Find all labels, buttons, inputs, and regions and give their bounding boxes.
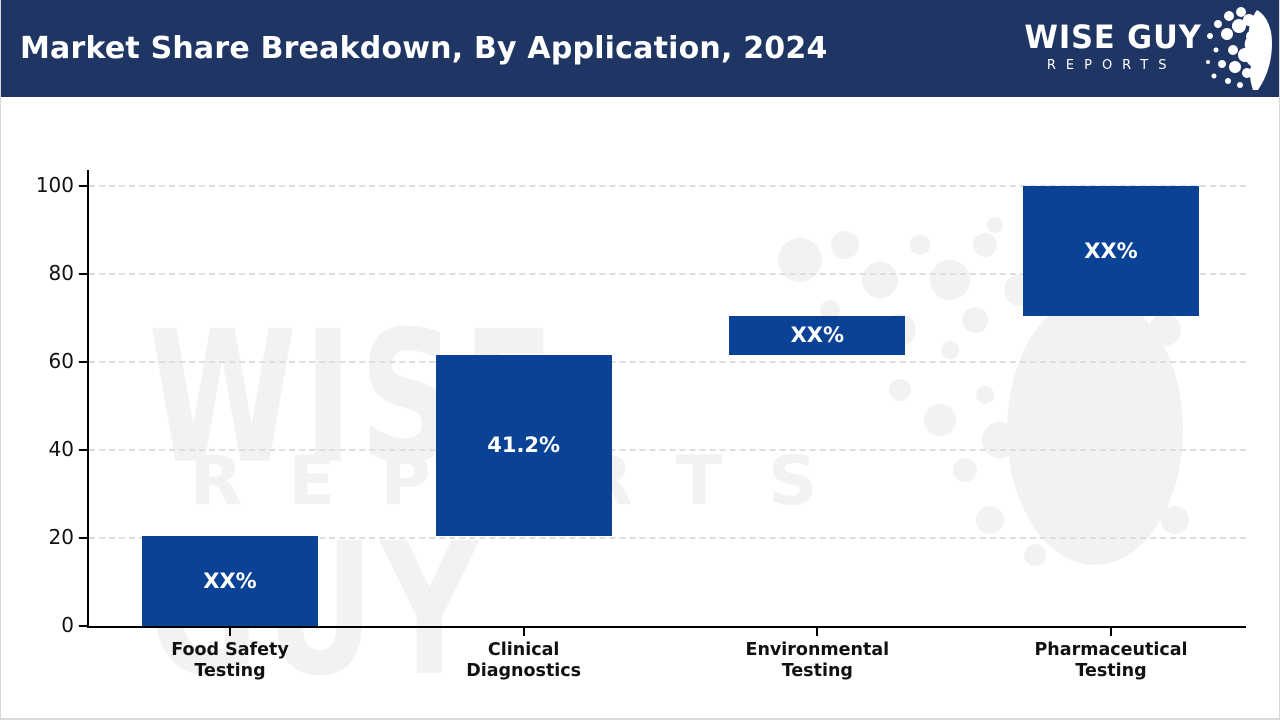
brand-logo-text: WISE GUY REPORTS [1015, 18, 1202, 73]
y-axis-tick [79, 273, 87, 275]
brand-logo: WISE GUY REPORTS [1020, 0, 1272, 97]
category-label-line: Environmental [745, 640, 890, 660]
category-label: Pharmaceutical Testing [991, 640, 1231, 682]
y-axis-tick-label: 0 [61, 613, 74, 637]
x-axis-tick [816, 628, 819, 636]
page-title: Market Share Breakdown, By Application, … [20, 31, 828, 66]
bar-value-label: XX% [203, 568, 257, 593]
category-label-line: Testing [194, 661, 266, 681]
bar-value-label: 41.2% [487, 433, 561, 458]
category-label-line: Pharmaceutical [1034, 640, 1188, 660]
y-axis-line [87, 170, 89, 628]
gridline [89, 449, 1246, 451]
y-axis-tick-label: 80 [48, 261, 74, 285]
bar: XX% [1023, 186, 1199, 317]
category-label-line: Food Safety [171, 640, 289, 660]
brand-subname: REPORTS [1046, 58, 1177, 73]
category-label-line: Testing [1075, 661, 1147, 681]
y-axis-tick-label: 60 [48, 349, 74, 373]
gridline [89, 537, 1246, 539]
y-axis-tick-label: 40 [48, 437, 74, 461]
y-axis-tick [79, 449, 87, 451]
category-label: Clinical Diagnostics [404, 640, 644, 682]
x-axis-tick [522, 628, 525, 636]
y-axis-tick [79, 537, 87, 539]
header-bar: Market Share Breakdown, By Application, … [0, 0, 1280, 97]
category-label-line: Diagnostics [466, 661, 582, 681]
x-axis-line [87, 626, 1246, 628]
y-axis-tick [79, 361, 87, 363]
gridline [89, 273, 1246, 275]
bar: XX% [142, 535, 318, 626]
bar-value-label: XX% [1084, 239, 1138, 264]
y-axis-tick [79, 185, 87, 187]
category-label-line: Clinical [487, 640, 560, 660]
bar: 41.2% [435, 354, 612, 536]
bar-value-label: XX% [790, 323, 845, 348]
brand-name: WISE GUY [1024, 18, 1202, 56]
x-axis-tick [229, 628, 231, 636]
y-axis-tick-label: 20 [48, 525, 74, 549]
gridline [89, 185, 1246, 187]
category-label: Environmental Testing [697, 640, 937, 682]
bar: XX% [729, 316, 906, 355]
y-axis-tick-label: 100 [35, 173, 74, 197]
brand-face-icon [1206, 7, 1272, 90]
category-label: Food Safety Testing [110, 640, 350, 682]
x-axis-tick [1110, 628, 1112, 636]
category-label-line: Testing [781, 661, 853, 681]
gridline [89, 361, 1246, 363]
y-axis-tick [79, 625, 87, 627]
